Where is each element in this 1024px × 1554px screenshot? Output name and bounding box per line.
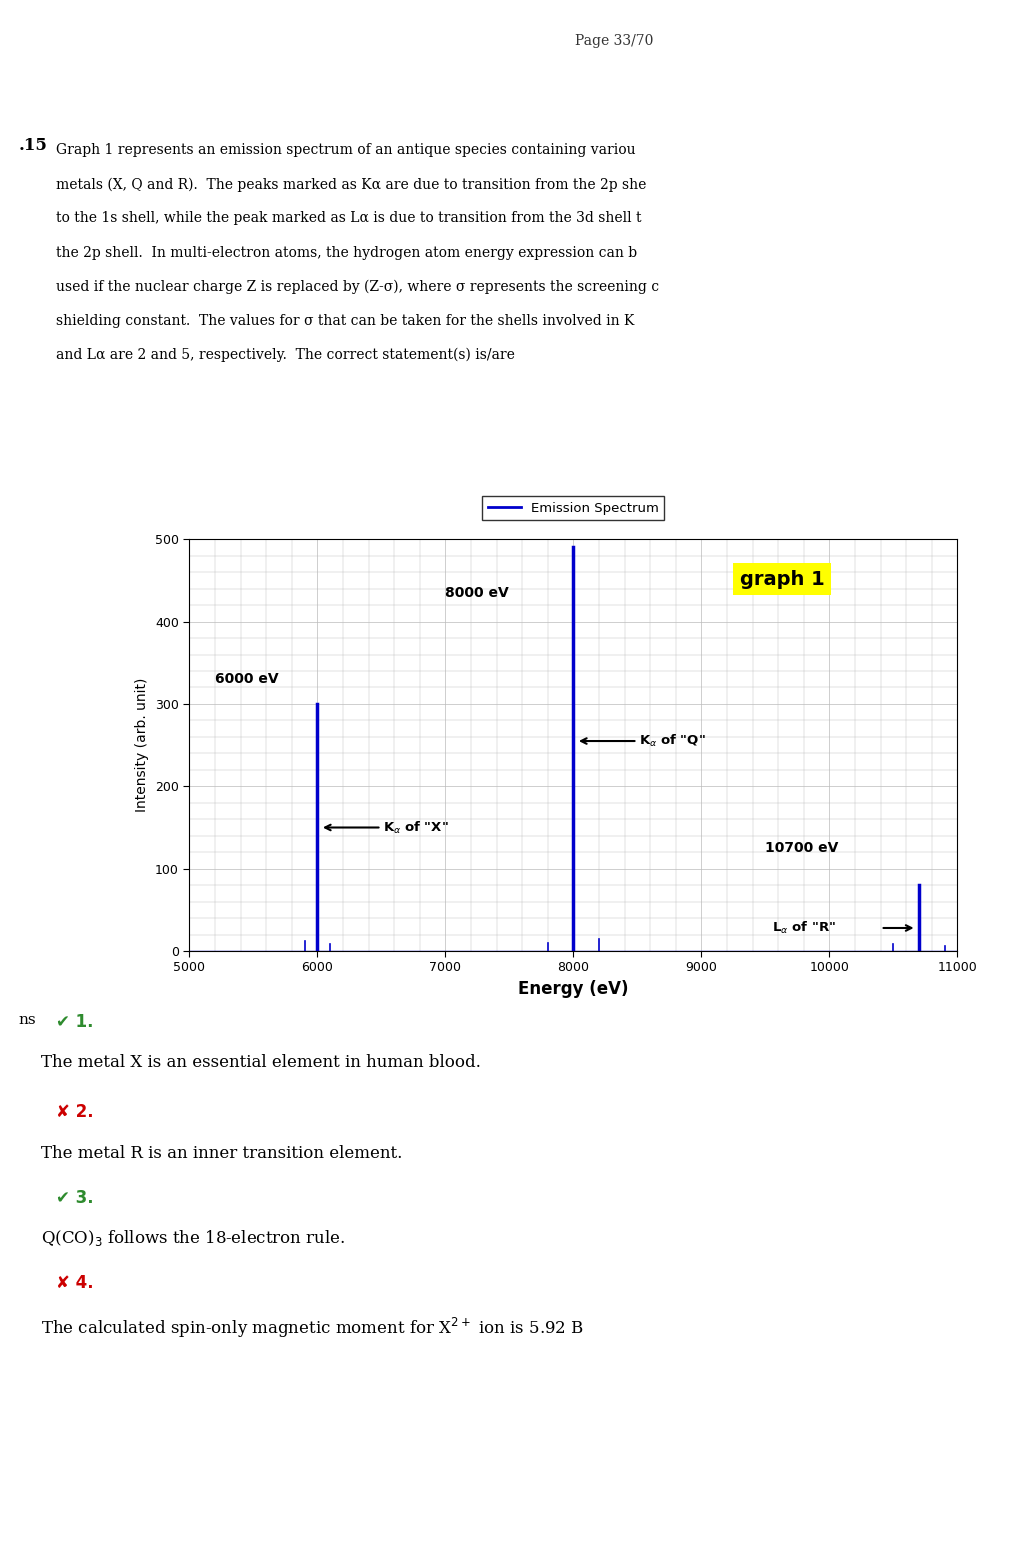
X-axis label: Energy (eV): Energy (eV) [518,981,629,998]
Text: graph 1: graph 1 [740,569,824,589]
Text: to the 1s shell, while the peak marked as Lα is due to transition from the 3d sh: to the 1s shell, while the peak marked a… [56,211,642,225]
Text: the 2p shell.  In multi-electron atoms, the hydrogen atom energy expression can : the 2p shell. In multi-electron atoms, t… [56,246,638,260]
Text: K$_\alpha$ of "Q": K$_\alpha$ of "Q" [639,733,706,749]
Text: The calculated spin-only magnetic moment for X$^{2+}$ ion is 5.92 B: The calculated spin-only magnetic moment… [41,1316,584,1341]
Y-axis label: Intensity (arb. unit): Intensity (arb. unit) [135,678,150,813]
Text: 6000 eV: 6000 eV [215,673,279,687]
Text: K$_\alpha$ of "X": K$_\alpha$ of "X" [383,819,449,836]
Text: 8000 eV: 8000 eV [445,586,509,600]
Text: ns: ns [18,1013,36,1027]
Text: ✔ 3.: ✔ 3. [56,1189,94,1207]
Text: shielding constant.  The values for σ that can be taken for the shells involved : shielding constant. The values for σ tha… [56,314,635,328]
Text: The metal R is an inner transition element.: The metal R is an inner transition eleme… [41,1145,402,1162]
Text: used if the nuclear charge Z is replaced by (Z-σ), where σ represents the screen: used if the nuclear charge Z is replaced… [56,280,659,294]
Text: ✘ 4.: ✘ 4. [56,1274,94,1293]
Text: L$_\alpha$ of "R": L$_\alpha$ of "R" [772,920,836,936]
Text: The metal X is an essential element in human blood.: The metal X is an essential element in h… [41,1054,481,1071]
Text: Q(CO)$_3$ follows the 18-electron rule.: Q(CO)$_3$ follows the 18-electron rule. [41,1228,345,1248]
Text: Graph 1 represents an emission spectrum of an antique species containing variou: Graph 1 represents an emission spectrum … [56,143,636,157]
Text: .15: .15 [18,137,47,154]
Text: and Lα are 2 and 5, respectively.  The correct statement(s) is/are: and Lα are 2 and 5, respectively. The co… [56,348,515,362]
Legend: Emission Spectrum: Emission Spectrum [482,496,665,521]
Text: 10700 eV: 10700 eV [766,841,839,855]
Text: Page 33/70: Page 33/70 [575,34,653,48]
Text: metals (X, Q and R).  The peaks marked as Kα are due to transition from the 2p s: metals (X, Q and R). The peaks marked as… [56,177,647,191]
Text: ✔ 1.: ✔ 1. [56,1013,94,1032]
Text: ✘ 2.: ✘ 2. [56,1103,94,1122]
